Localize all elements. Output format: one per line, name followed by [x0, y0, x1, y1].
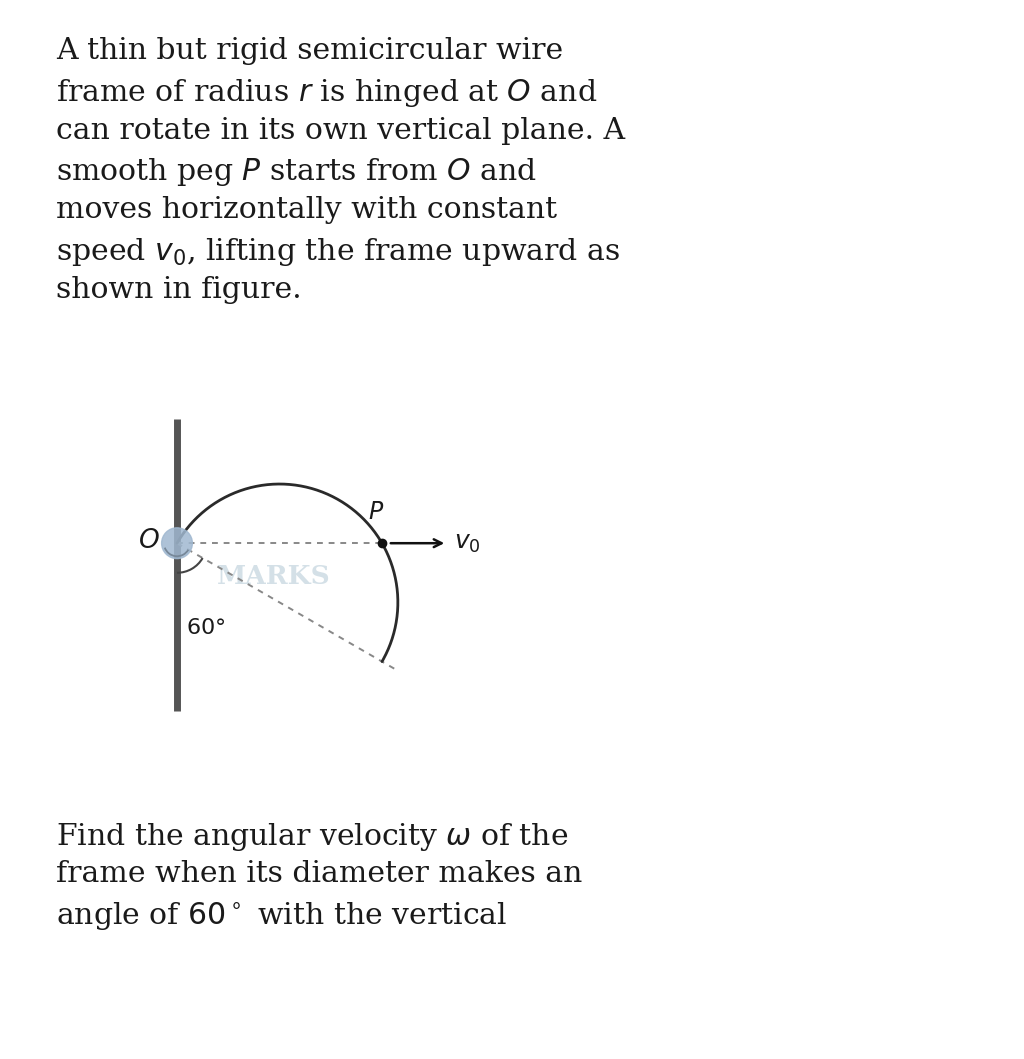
- Text: speed $v_0$, lifting the frame upward as: speed $v_0$, lifting the frame upward as: [56, 236, 621, 268]
- Text: Find the angular velocity $\omega$ of the: Find the angular velocity $\omega$ of th…: [56, 821, 568, 852]
- Text: smooth peg $P$ starts from $O$ and: smooth peg $P$ starts from $O$ and: [56, 157, 538, 189]
- Text: can rotate in its own vertical plane. A: can rotate in its own vertical plane. A: [56, 116, 626, 145]
- Text: $v_0$: $v_0$: [455, 532, 481, 555]
- Text: angle of $60^\circ$ with the vertical: angle of $60^\circ$ with the vertical: [56, 900, 508, 932]
- Text: shown in figure.: shown in figure.: [56, 275, 302, 304]
- Text: $60°$: $60°$: [186, 617, 225, 640]
- Text: moves horizontally with constant: moves horizontally with constant: [56, 196, 557, 225]
- Text: frame of radius $r$ is hinged at $O$ and: frame of radius $r$ is hinged at $O$ and: [56, 77, 598, 109]
- Text: $O$: $O$: [137, 528, 160, 554]
- Text: MARKS: MARKS: [217, 563, 331, 589]
- Text: $P$: $P$: [368, 501, 384, 524]
- Text: A thin but rigid semicircular wire: A thin but rigid semicircular wire: [56, 37, 563, 65]
- Text: frame when its diameter makes an: frame when its diameter makes an: [56, 861, 583, 889]
- Circle shape: [162, 527, 193, 558]
